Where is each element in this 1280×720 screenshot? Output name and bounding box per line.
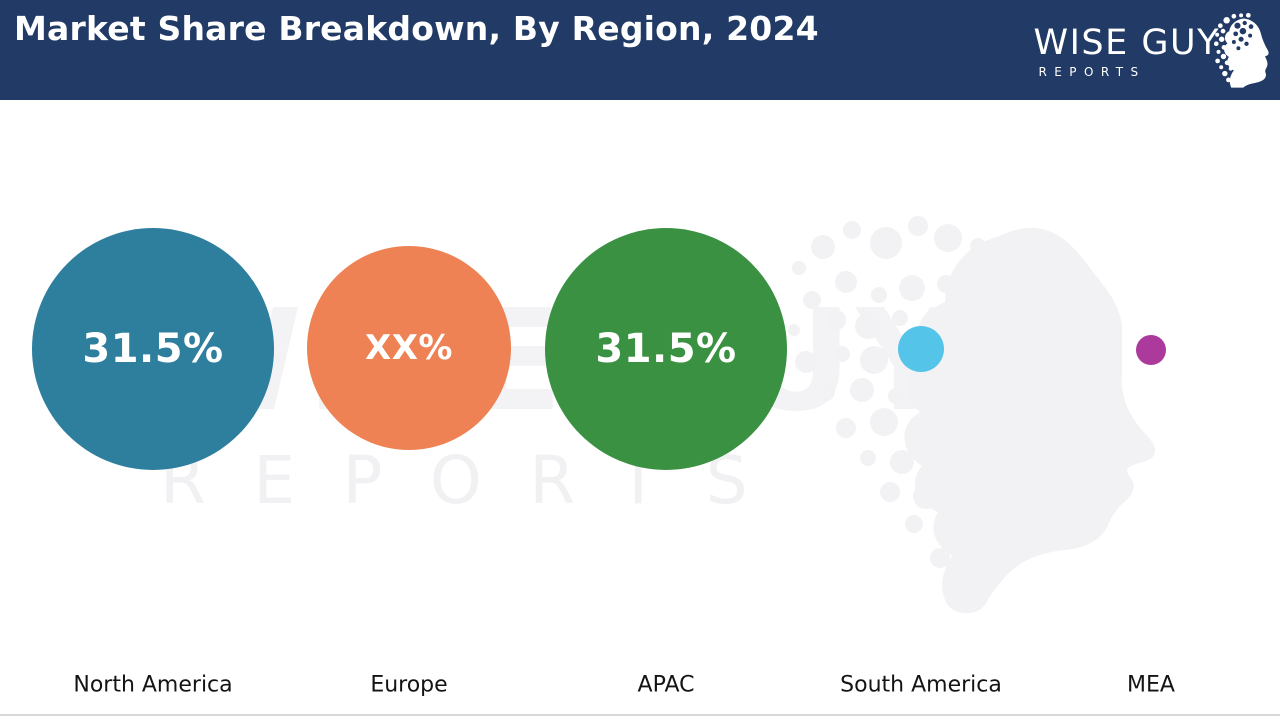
category-label-apac: APAC — [637, 672, 695, 698]
category-label-south-america: South America — [840, 672, 1002, 698]
category-label-europe: Europe — [370, 672, 448, 698]
header-bar: Market Share Breakdown, By Region, 2024 … — [0, 0, 1280, 100]
bubble-value-label: 31.5% — [82, 326, 224, 372]
logo-text-block: WISE GUY REPORTS — [1033, 23, 1220, 80]
bubble-south-america — [898, 326, 944, 372]
watermark-head-icon — [788, 216, 1155, 614]
bubble-value-label: XX% — [365, 328, 453, 368]
bubble-value-label: 31.5% — [595, 326, 737, 372]
logo-head-icon — [1214, 12, 1269, 88]
chart-area: WISE GUY REPORTS — [0, 100, 1280, 720]
logo-wordmark: WISE GUY — [1033, 23, 1220, 63]
chart-title: Market Share Breakdown, By Region, 2024 — [14, 9, 819, 48]
bubble-chart: 31.5% North America XX% Europe 31.5% APAC Sout… — [0, 100, 1280, 720]
logo-subtext: REPORTS — [1038, 65, 1146, 79]
category-label-north-america: North America — [73, 672, 233, 698]
bubble-north-america: 31.5% — [32, 228, 274, 470]
category-label-mea: MEA — [1127, 672, 1175, 698]
wiseguy-logo: WISE GUY REPORTS — [1033, 12, 1270, 90]
bubble-mea — [1136, 335, 1166, 365]
bubble-apac: 31.5% — [545, 228, 787, 470]
bottom-divider — [0, 714, 1280, 716]
bubble-europe: XX% — [307, 246, 511, 450]
